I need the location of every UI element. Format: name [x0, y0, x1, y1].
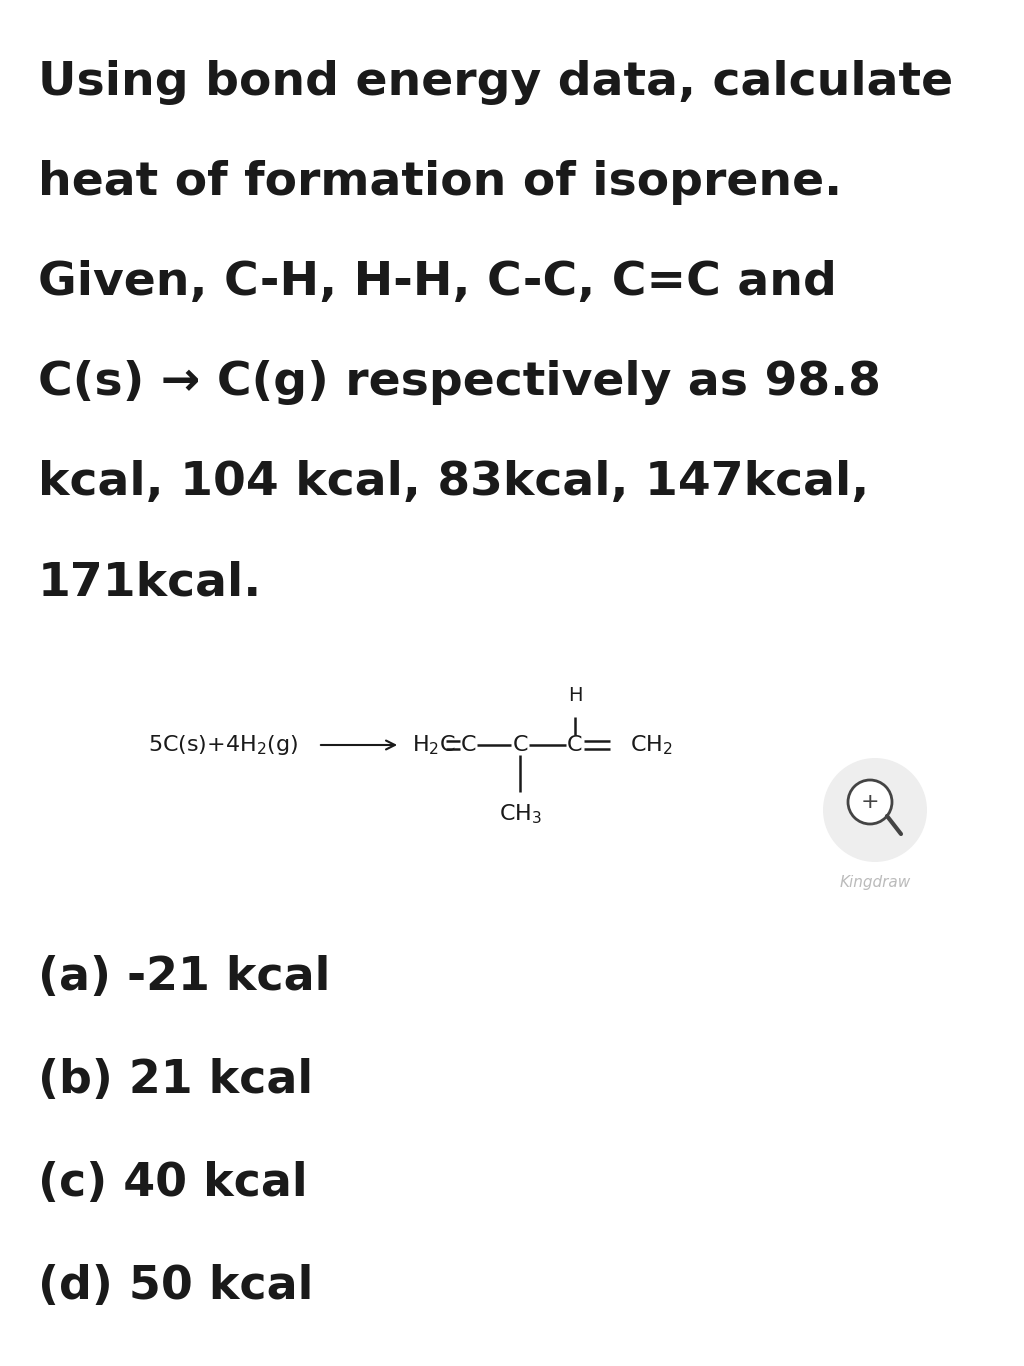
Text: Given, C-H, H-H, C-C, C=C and: Given, C-H, H-H, C-C, C=C and	[38, 260, 837, 305]
Text: CH$_2$: CH$_2$	[630, 734, 673, 757]
Text: 5C(s)+4H$_2$(g): 5C(s)+4H$_2$(g)	[148, 734, 298, 757]
Text: Using bond energy data, calculate: Using bond energy data, calculate	[38, 60, 953, 105]
Text: (a) -21 kcal: (a) -21 kcal	[38, 955, 331, 1000]
Circle shape	[823, 758, 927, 862]
Text: heat of formation of isoprene.: heat of formation of isoprene.	[38, 160, 842, 205]
Text: C: C	[512, 735, 527, 755]
Text: C: C	[567, 735, 583, 755]
Text: Kingdraw: Kingdraw	[840, 876, 910, 891]
Circle shape	[848, 780, 892, 824]
Text: (c) 40 kcal: (c) 40 kcal	[38, 1161, 307, 1206]
Text: C(s) → C(g) respectively as 98.8: C(s) → C(g) respectively as 98.8	[38, 361, 881, 404]
Text: 171kcal.: 171kcal.	[38, 560, 262, 605]
Text: CH$_3$: CH$_3$	[499, 802, 542, 825]
Text: C: C	[460, 735, 476, 755]
Text: kcal, 104 kcal, 83kcal, 147kcal,: kcal, 104 kcal, 83kcal, 147kcal,	[38, 460, 869, 505]
Text: (d) 50 kcal: (d) 50 kcal	[38, 1264, 313, 1309]
Text: H: H	[567, 686, 583, 705]
Text: +: +	[861, 792, 880, 811]
Text: (b) 21 kcal: (b) 21 kcal	[38, 1059, 313, 1102]
Text: H$_2$C: H$_2$C	[412, 734, 456, 757]
